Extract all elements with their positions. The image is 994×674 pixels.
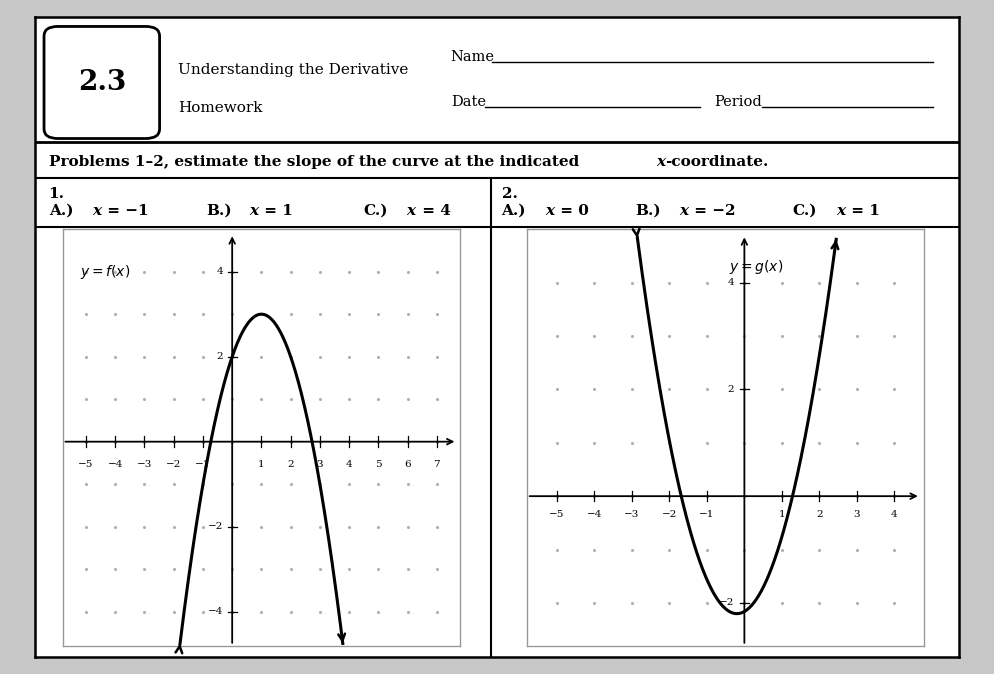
Text: = −1: = −1 (102, 204, 149, 218)
Text: x: x (249, 204, 258, 218)
Text: Understanding the Derivative: Understanding the Derivative (178, 63, 409, 77)
Text: = 1: = 1 (259, 204, 293, 218)
Text: 1.: 1. (49, 187, 65, 201)
Text: x: x (545, 204, 555, 218)
Text: Homework: Homework (178, 101, 262, 115)
Text: −3: −3 (624, 510, 639, 518)
Text: Period: Period (715, 95, 762, 109)
Text: = 4: = 4 (416, 204, 450, 218)
Text: C.): C.) (363, 204, 388, 218)
Text: 4: 4 (217, 267, 224, 276)
FancyBboxPatch shape (44, 26, 160, 139)
Text: 1: 1 (258, 460, 264, 468)
Text: 3: 3 (316, 460, 323, 468)
Text: 2: 2 (217, 353, 224, 361)
Text: $y = f(x)$: $y = f(x)$ (81, 263, 130, 280)
Text: Problems 1–2, estimate the slope of the curve at the indicated: Problems 1–2, estimate the slope of the … (49, 155, 584, 169)
Text: −1: −1 (699, 510, 715, 518)
Text: −2: −2 (166, 460, 181, 468)
Text: x: x (679, 204, 688, 218)
Text: $y = g(x)$: $y = g(x)$ (729, 257, 782, 276)
Text: = 0: = 0 (556, 204, 589, 218)
Text: 5: 5 (375, 460, 382, 468)
Text: Name: Name (451, 50, 495, 63)
Text: 4: 4 (891, 510, 898, 518)
Text: −2: −2 (719, 599, 734, 607)
Text: 4: 4 (728, 278, 734, 287)
Text: 6: 6 (405, 460, 411, 468)
Text: 4: 4 (346, 460, 353, 468)
Text: −5: −5 (79, 460, 93, 468)
Text: x: x (92, 204, 101, 218)
Text: C.): C.) (793, 204, 817, 218)
Text: x: x (836, 204, 845, 218)
Text: −4: −4 (107, 460, 123, 468)
Text: −2: −2 (662, 510, 677, 518)
Text: 2: 2 (287, 460, 294, 468)
Text: Date: Date (451, 95, 486, 109)
Text: A.): A.) (502, 204, 526, 218)
Text: 1: 1 (778, 510, 785, 518)
Text: −2: −2 (208, 522, 224, 531)
Text: 3: 3 (854, 510, 860, 518)
Text: B.): B.) (206, 204, 232, 218)
Text: 2.3: 2.3 (78, 69, 126, 96)
Text: 7: 7 (433, 460, 440, 468)
Text: 2: 2 (816, 510, 823, 518)
Text: −1: −1 (195, 460, 211, 468)
Text: −3: −3 (137, 460, 152, 468)
Text: 2.: 2. (502, 187, 518, 201)
Text: x: x (407, 204, 415, 218)
Text: −4: −4 (208, 607, 224, 616)
Text: A.): A.) (49, 204, 74, 218)
Text: −4: −4 (586, 510, 602, 518)
Text: x: x (656, 155, 665, 169)
Text: = −2: = −2 (689, 204, 736, 218)
Text: B.): B.) (636, 204, 661, 218)
Text: -coordinate.: -coordinate. (665, 155, 768, 169)
Text: −5: −5 (549, 510, 565, 518)
Text: = 1: = 1 (847, 204, 881, 218)
Text: 2: 2 (728, 385, 734, 394)
